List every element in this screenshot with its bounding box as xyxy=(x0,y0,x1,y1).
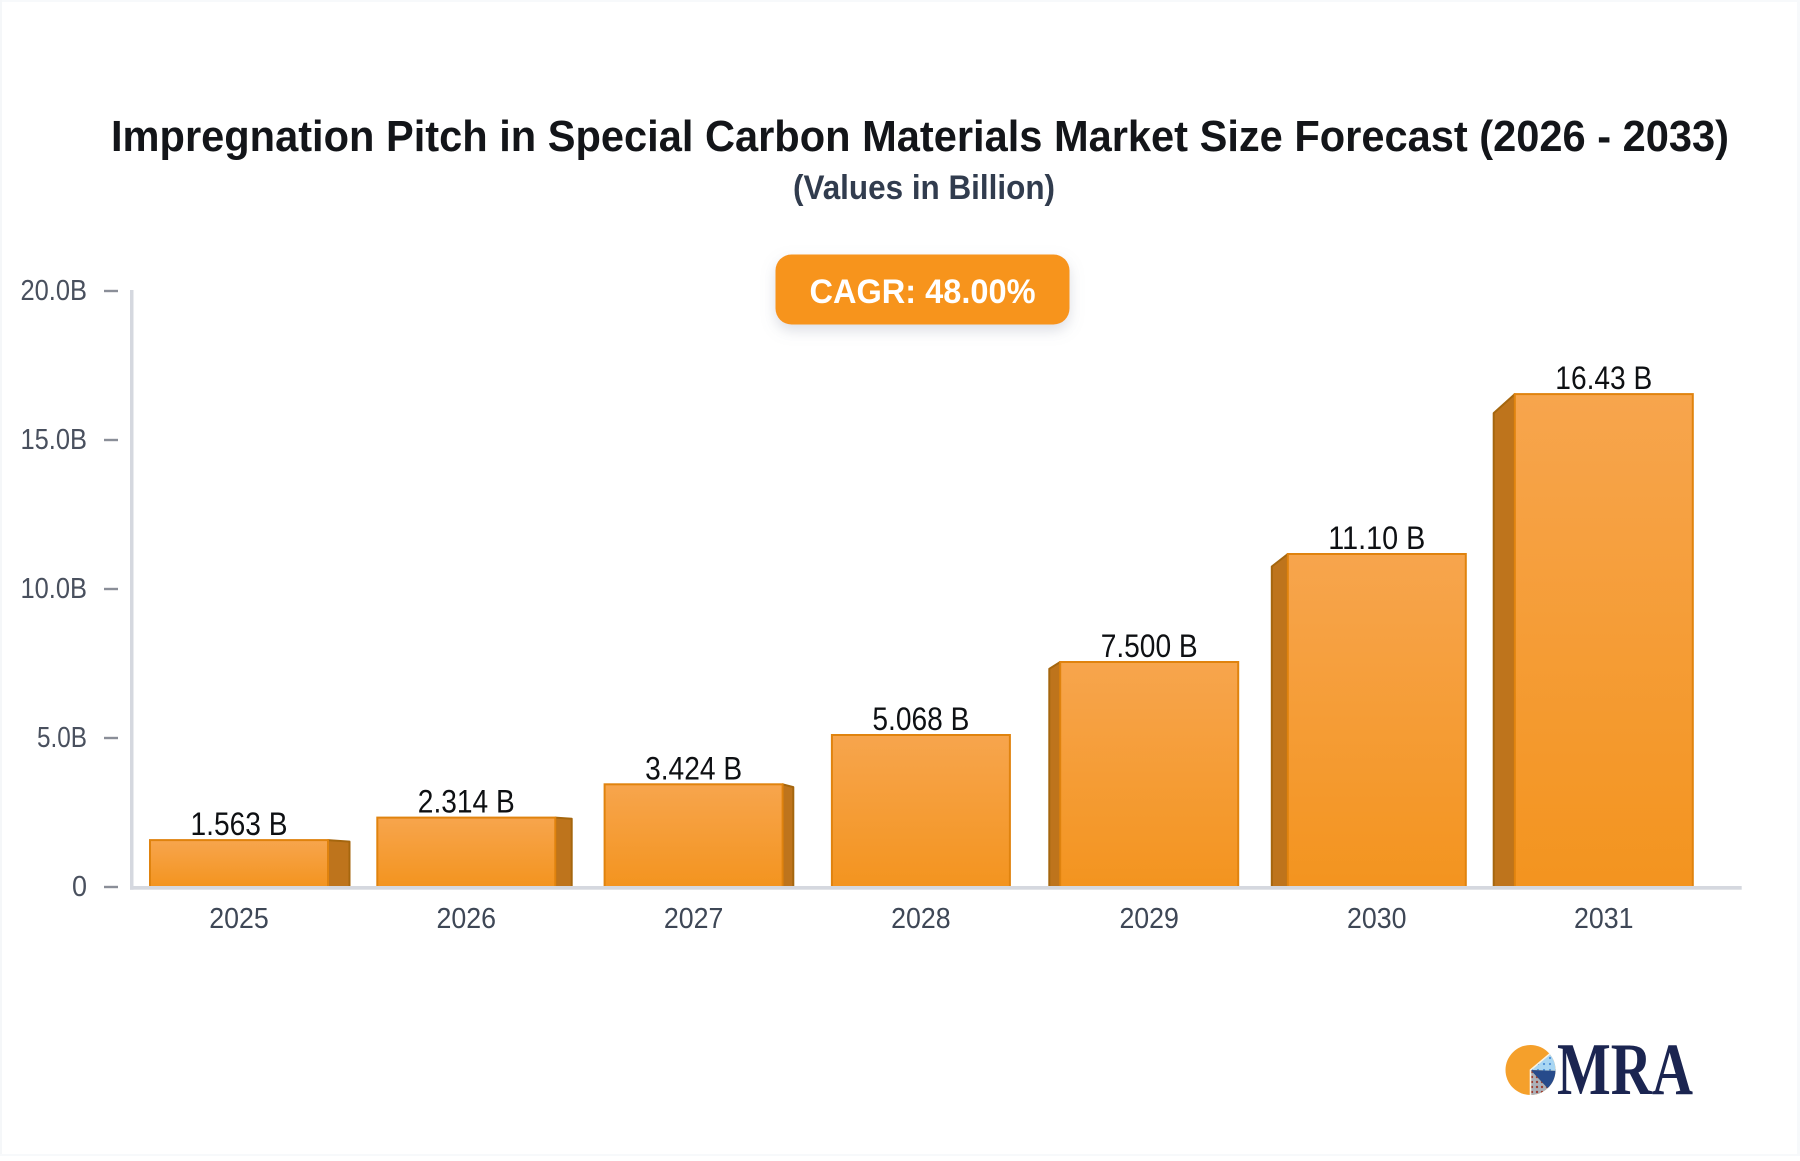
svg-text:2029: 2029 xyxy=(1119,903,1179,935)
svg-text:3.424 B: 3.424 B xyxy=(645,750,742,786)
svg-text:5.0B: 5.0B xyxy=(37,722,87,754)
svg-text:2027: 2027 xyxy=(664,903,724,935)
svg-text:2.314 B: 2.314 B xyxy=(418,784,515,820)
svg-text:2025: 2025 xyxy=(209,903,269,935)
svg-text:MRA: MRA xyxy=(1557,1029,1693,1111)
svg-text:Impregnation Pitch in Special: Impregnation Pitch in Special Carbon Mat… xyxy=(111,112,1729,161)
svg-text:16.43 B: 16.43 B xyxy=(1555,360,1652,396)
svg-text:7.500 B: 7.500 B xyxy=(1101,628,1198,664)
svg-text:2028: 2028 xyxy=(891,903,951,935)
svg-text:2030: 2030 xyxy=(1347,903,1407,935)
svg-text:1.563 B: 1.563 B xyxy=(191,806,288,842)
svg-text:2031: 2031 xyxy=(1574,903,1634,935)
svg-text:CAGR: 48.00%: CAGR: 48.00% xyxy=(810,273,1036,311)
svg-text:(Values in Billion): (Values in Billion) xyxy=(793,169,1055,207)
svg-text:10.0B: 10.0B xyxy=(21,573,88,605)
svg-text:5.068 B: 5.068 B xyxy=(872,701,969,737)
svg-text:0: 0 xyxy=(72,871,87,903)
svg-text:20.0B: 20.0B xyxy=(21,275,88,307)
svg-text:2026: 2026 xyxy=(437,903,497,935)
svg-text:11.10 B: 11.10 B xyxy=(1328,520,1425,556)
svg-text:15.0B: 15.0B xyxy=(21,424,88,456)
